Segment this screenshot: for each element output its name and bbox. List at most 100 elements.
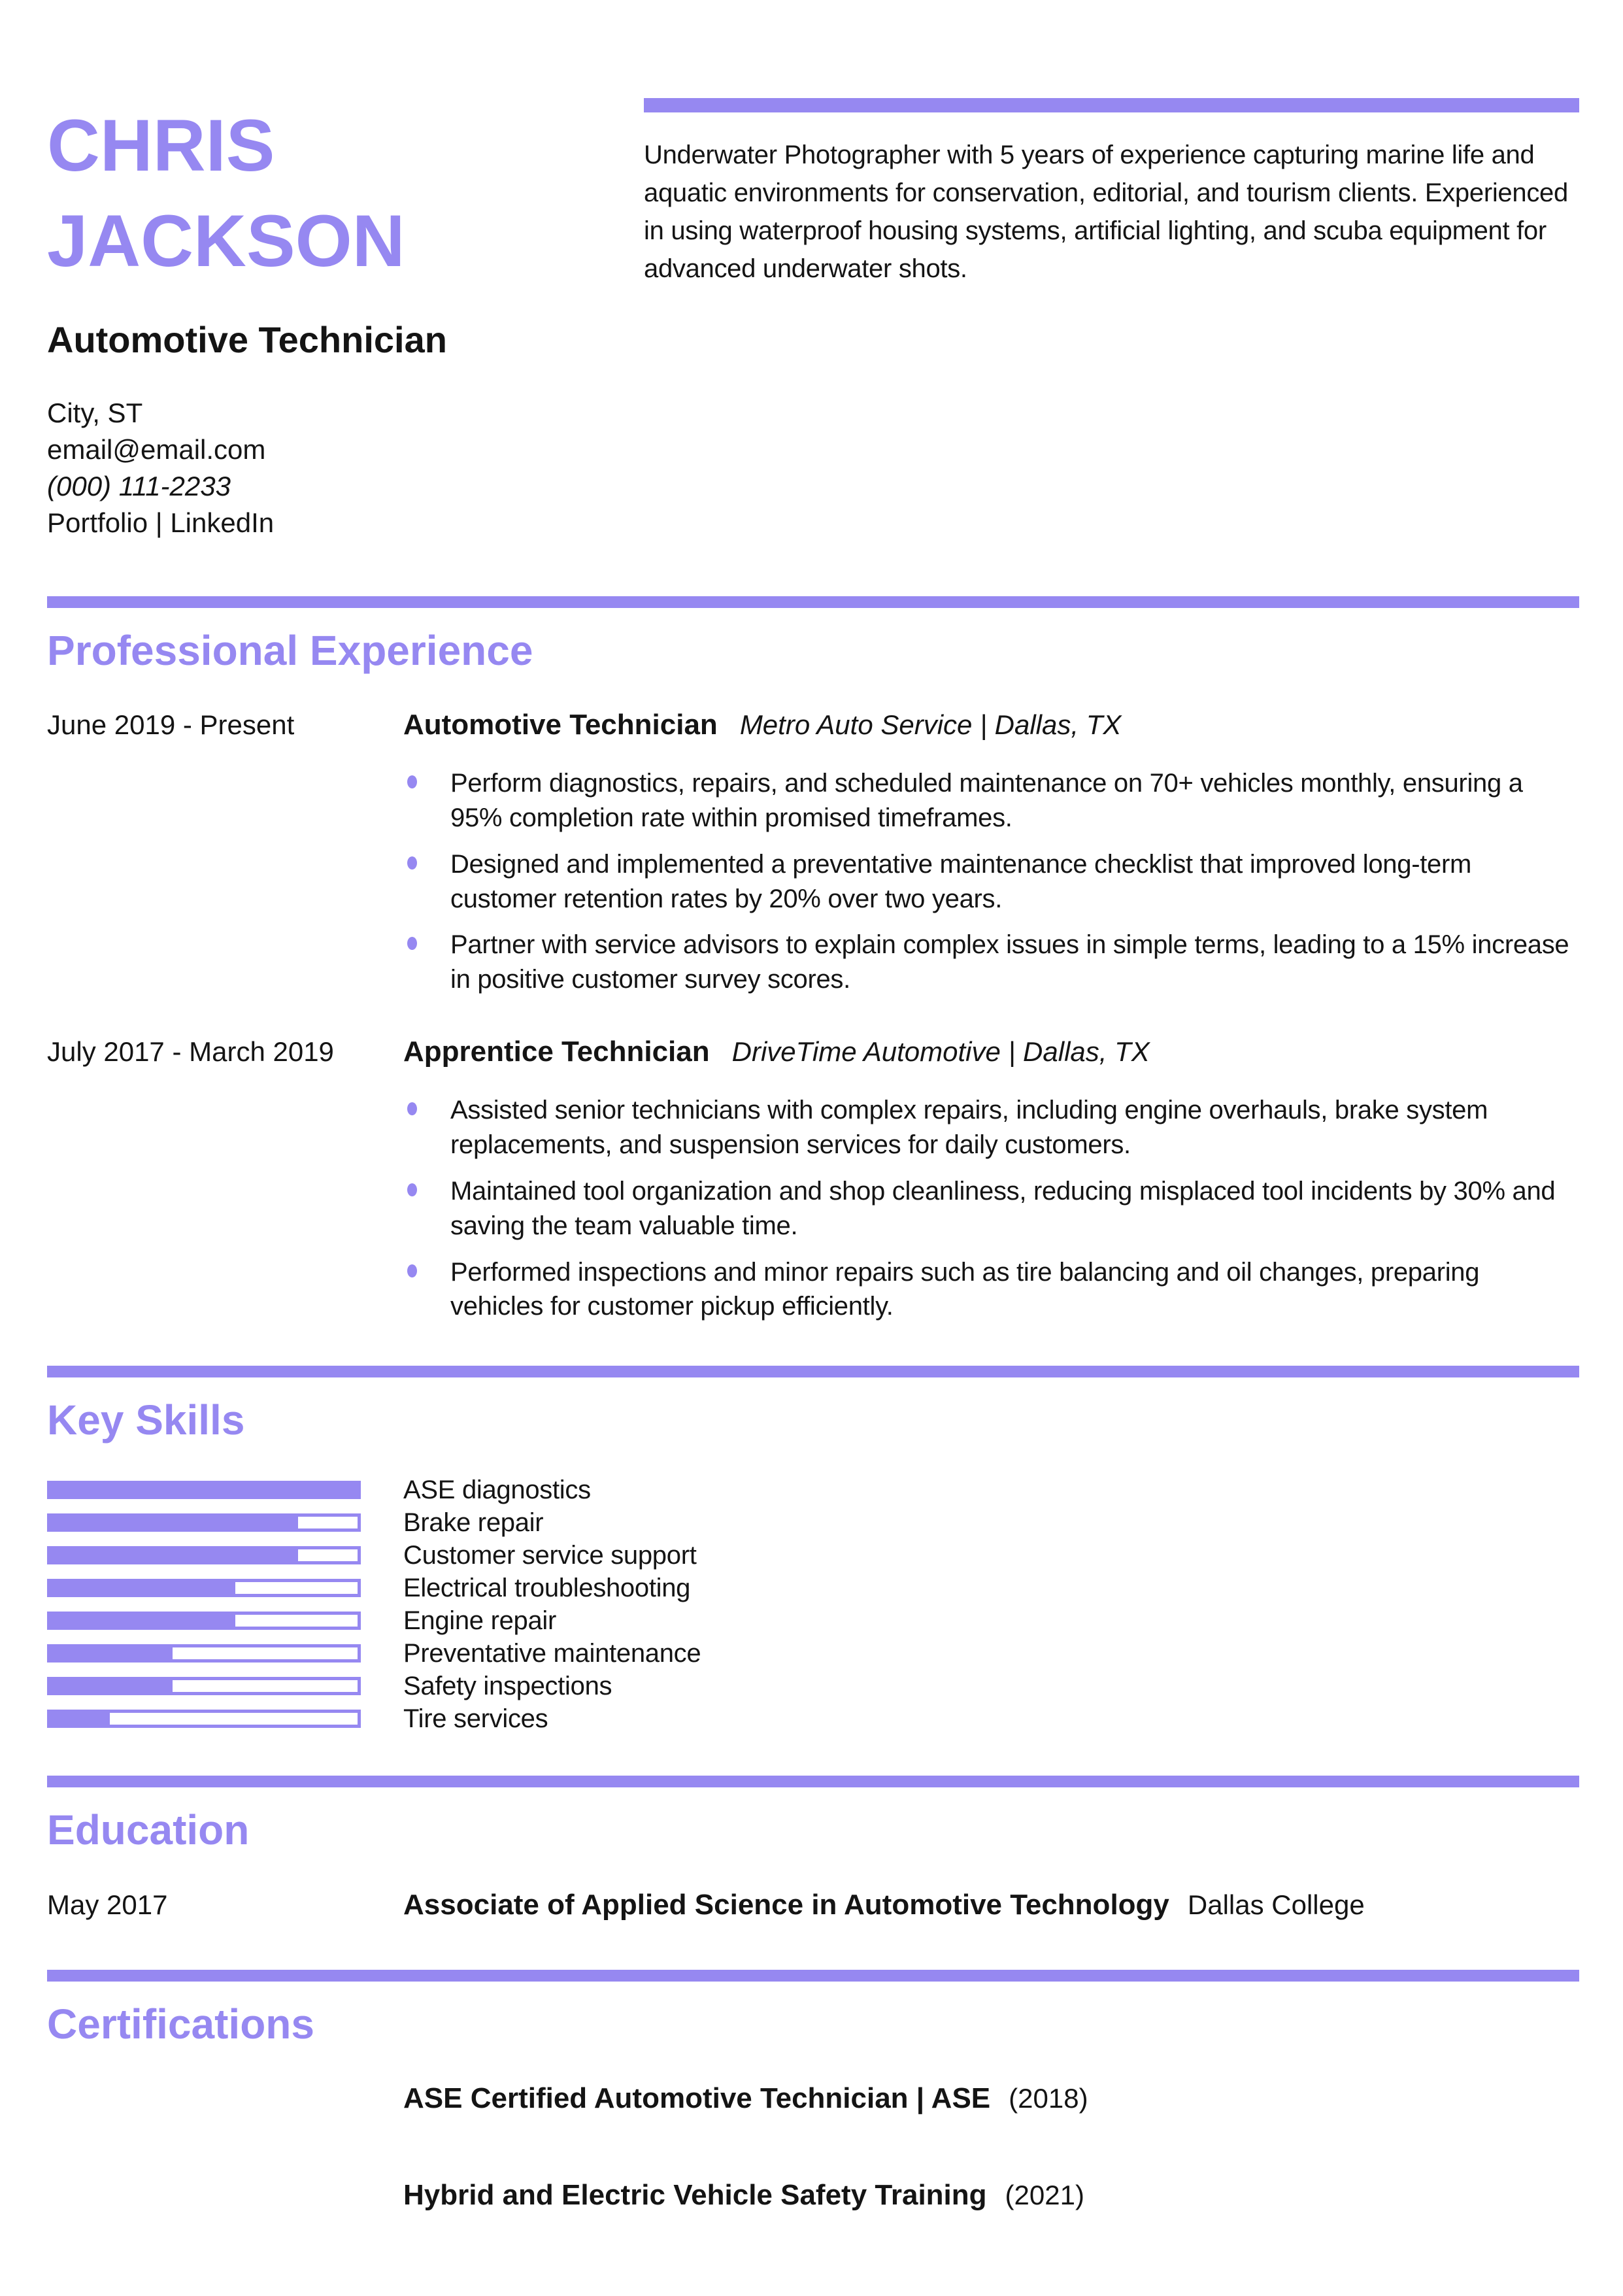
candidate-name-line2: JACKSON xyxy=(47,199,405,282)
job-company: Metro Auto Service | Dallas, TX xyxy=(739,709,1122,740)
job-dates: July 2017 - March 2019 xyxy=(47,1036,334,1067)
header: CHRIS JACKSON Automotive Technician City… xyxy=(47,98,1579,541)
certification-content: ASE Certified Automotive Technician | AS… xyxy=(403,2079,1579,2118)
bullet-dot-icon xyxy=(407,1183,417,1196)
header-right-column: Underwater Photographer with 5 years of … xyxy=(644,98,1579,541)
job-title-line: Automotive Technician Metro Auto Service … xyxy=(403,705,1579,744)
bullet-text: Designed and implemented a preventative … xyxy=(450,849,1472,913)
skill-bar-wrap xyxy=(47,1644,403,1663)
section-divider-bar xyxy=(47,1366,1579,1378)
header-left-column: CHRIS JACKSON Automotive Technician City… xyxy=(47,98,644,541)
bullet-item: Performed inspections and minor repairs … xyxy=(403,1255,1579,1325)
section-divider-bar xyxy=(47,596,1579,608)
job-title: Apprentice Technician xyxy=(403,1035,710,1068)
job-title: Automotive Technician xyxy=(403,708,718,741)
skill-bar-wrap xyxy=(47,1677,403,1696)
skill-label: Brake repair xyxy=(403,1508,544,1537)
job-company: DriveTime Automotive | Dallas, TX xyxy=(731,1036,1150,1067)
bullet-text: Partner with service advisors to explain… xyxy=(450,930,1569,994)
job-dates: June 2019 - Present xyxy=(47,709,295,740)
skill-bar-unfilled xyxy=(298,1517,358,1529)
skills-heading: Key Skills xyxy=(47,1396,245,1444)
skill-label: Electrical troubleshooting xyxy=(403,1573,691,1602)
bullet-item: Designed and implemented a preventative … xyxy=(403,847,1579,917)
skill-row: Tire services xyxy=(47,1702,1579,1735)
certification-year: (2018) xyxy=(1009,2083,1088,2114)
skill-label: Customer service support xyxy=(403,1540,697,1570)
bullet-dot-icon xyxy=(407,856,417,869)
contact-location: City, ST xyxy=(47,397,143,429)
bullet-text: Assisted senior technicians with complex… xyxy=(450,1096,1488,1160)
bullet-text: Performed inspections and minor repairs … xyxy=(450,1257,1480,1321)
bullet-dot-icon xyxy=(407,1264,417,1277)
skill-bar-wrap xyxy=(47,1481,403,1500)
education-content: Associate of Applied Science in Automoti… xyxy=(403,1885,1579,1925)
section-certifications: Certifications ASE Certified Automotive … xyxy=(47,1970,1579,2214)
bullet-item: Partner with service advisors to explain… xyxy=(403,928,1579,997)
skill-bar-unfilled xyxy=(110,1713,358,1725)
degree-title: Associate of Applied Science in Automoti… xyxy=(403,1888,1169,1921)
skill-row: Preventative maintenance xyxy=(47,1637,1579,1670)
skill-level-bar xyxy=(47,1579,361,1598)
experience-heading: Professional Experience xyxy=(47,626,533,674)
bullet-item: Assisted senior technicians with complex… xyxy=(403,1093,1579,1162)
skill-bar-wrap xyxy=(47,1546,403,1565)
contact-block: City, ST email@email.com (000) 111-2233 … xyxy=(47,395,644,541)
contact-links[interactable]: Portfolio | LinkedIn xyxy=(47,507,275,538)
skill-label: ASE diagnostics xyxy=(403,1475,591,1504)
candidate-job-title: Automotive Technician xyxy=(47,319,447,361)
contact-email: email@email.com xyxy=(47,434,266,465)
bullet-text: Maintained tool organization and shop cl… xyxy=(450,1176,1556,1240)
skill-row: Engine repair xyxy=(47,1604,1579,1637)
contact-phone: (000) 111-2233 xyxy=(47,470,231,501)
skill-bar-unfilled xyxy=(173,1647,358,1660)
skill-level-bar xyxy=(47,1612,361,1630)
bullet-dot-icon xyxy=(407,1102,417,1116)
certification-title: ASE Certified Automotive Technician | AS… xyxy=(403,2082,991,2115)
education-dates: May 2017 xyxy=(47,1889,168,1920)
skill-row: Customer service support xyxy=(47,1539,1579,1572)
school-name: Dallas College xyxy=(1187,1889,1365,1920)
skill-bar-wrap xyxy=(47,1710,403,1729)
skill-level-bar xyxy=(47,1513,361,1532)
skill-label: Safety inspections xyxy=(403,1671,612,1700)
job-entry-1: June 2019 - Present Automotive Technicia… xyxy=(47,705,1579,997)
section-divider-bar xyxy=(47,1970,1579,1982)
job-entry-2: July 2017 - March 2019 Apprentice Techni… xyxy=(47,1032,1579,1324)
job-title-line: Apprentice Technician DriveTime Automotiv… xyxy=(403,1032,1579,1071)
skill-row: Safety inspections xyxy=(47,1670,1579,1702)
skill-row: Brake repair xyxy=(47,1506,1579,1539)
skill-bar-unfilled xyxy=(173,1680,358,1693)
skill-bar-unfilled xyxy=(235,1615,358,1627)
job-bullet-list: Assisted senior technicians with complex… xyxy=(403,1093,1579,1324)
bullet-dot-icon xyxy=(407,937,417,951)
education-heading: Education xyxy=(47,1806,250,1854)
certification-content: Hybrid and Electric Vehicle Safety Train… xyxy=(403,2176,1579,2214)
certification-title: Hybrid and Electric Vehicle Safety Train… xyxy=(403,2178,987,2211)
education-entry: May 2017 Associate of Applied Science in… xyxy=(47,1885,1579,1925)
bullet-item: Perform diagnostics, repairs, and schedu… xyxy=(403,766,1579,836)
skill-bar-unfilled xyxy=(235,1582,358,1595)
skill-label: Tire services xyxy=(403,1704,548,1733)
skill-level-bar xyxy=(47,1677,361,1696)
skill-bar-wrap xyxy=(47,1612,403,1630)
section-divider-bar xyxy=(47,1776,1579,1788)
section-skills: Key Skills ASE diagnostics Brake repair … xyxy=(47,1366,1579,1735)
certification-year: (2021) xyxy=(1005,2179,1084,2210)
skill-row: ASE diagnostics xyxy=(47,1474,1579,1506)
skill-level-bar xyxy=(47,1710,361,1729)
job-content: Automotive Technician Metro Auto Service … xyxy=(403,705,1579,997)
certification-dates-empty xyxy=(47,2176,403,2214)
skills-list: ASE diagnostics Brake repair Customer se… xyxy=(47,1474,1579,1735)
skill-bar-wrap xyxy=(47,1579,403,1598)
skill-level-bar xyxy=(47,1481,361,1500)
section-experience: Professional Experience June 2019 - Pres… xyxy=(47,596,1579,1325)
skill-level-bar xyxy=(47,1546,361,1565)
certifications-heading: Certifications xyxy=(47,2001,314,2048)
job-content: Apprentice Technician DriveTime Automotiv… xyxy=(403,1032,1579,1324)
summary-text: Underwater Photographer with 5 years of … xyxy=(644,141,1568,283)
bullet-dot-icon xyxy=(407,775,417,789)
candidate-name-line1: CHRIS xyxy=(47,105,275,186)
skill-bar-unfilled xyxy=(298,1549,358,1562)
